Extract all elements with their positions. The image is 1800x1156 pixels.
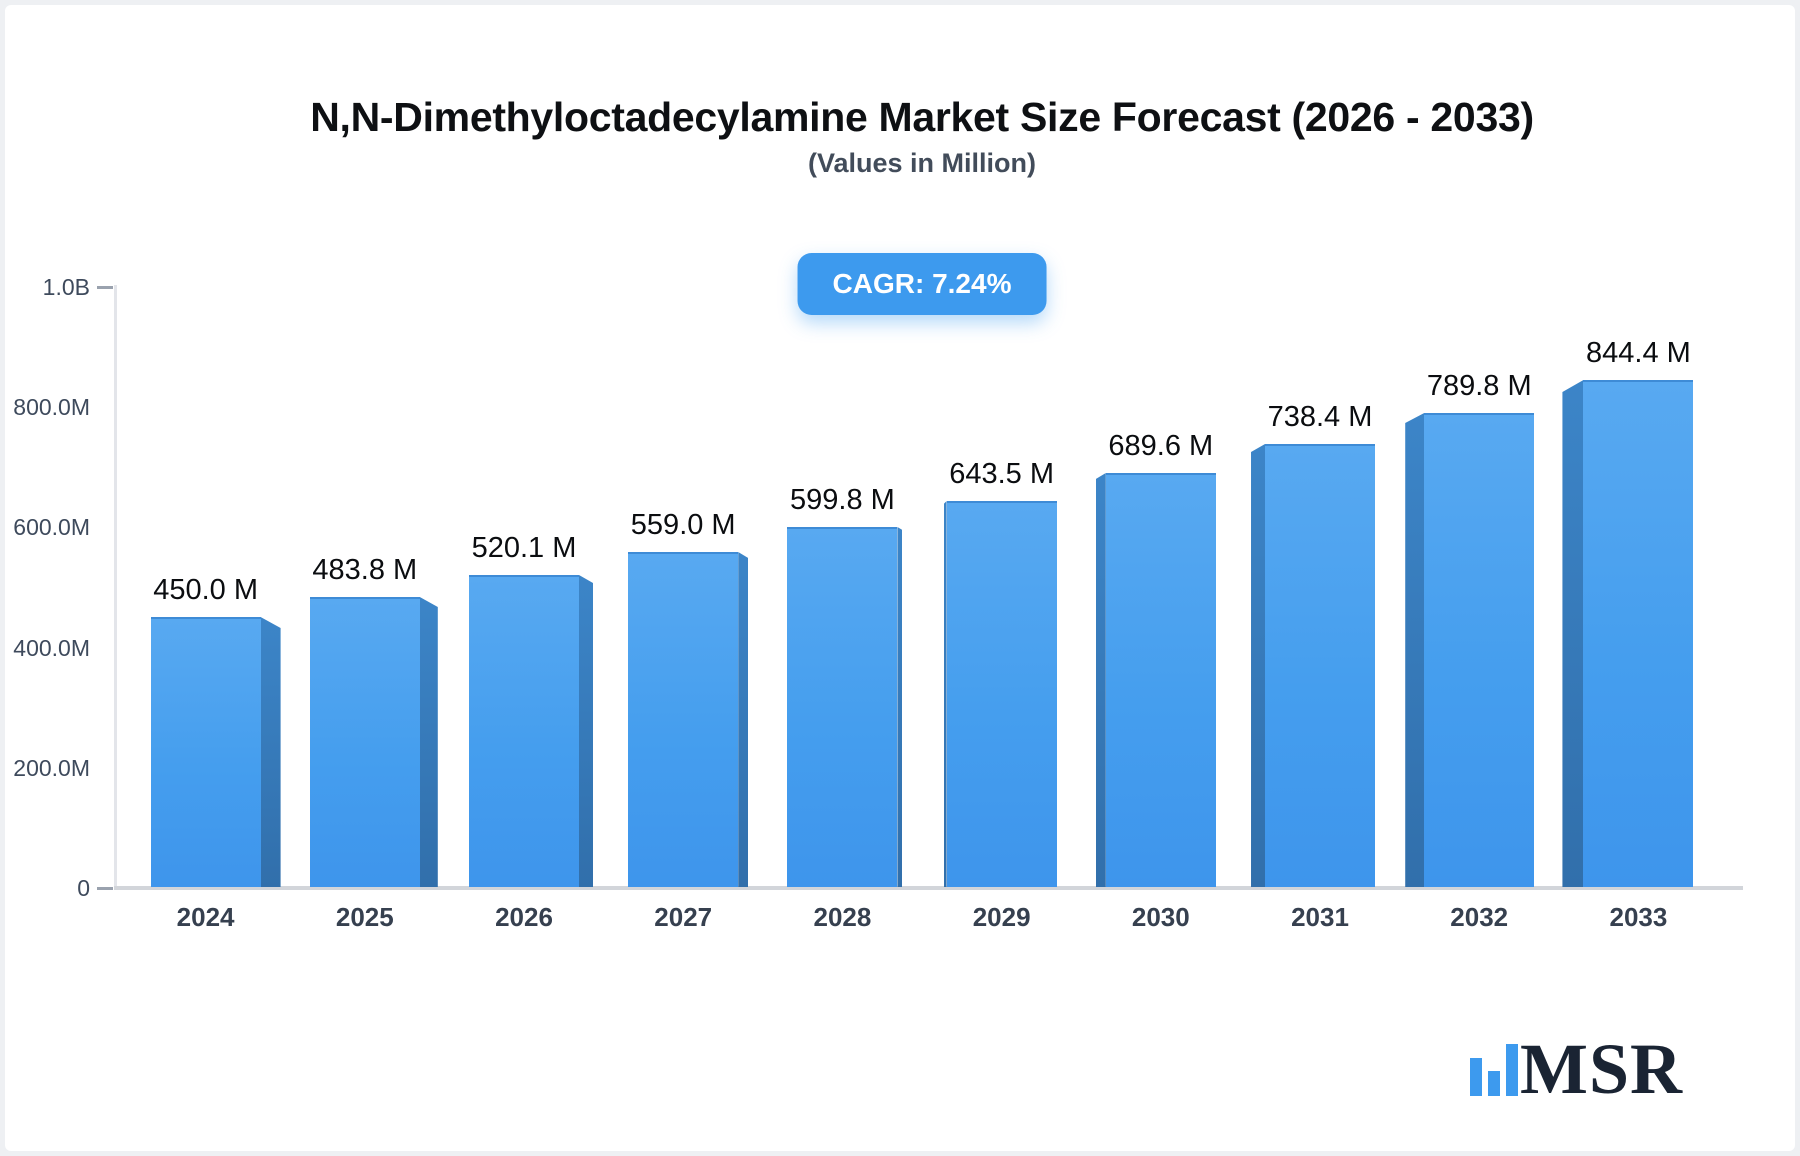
x-axis-label-2033: 2033 xyxy=(1609,902,1668,932)
bar-value-label: 789.8 M xyxy=(1426,370,1532,402)
chart-subtitle: (Values in Million) xyxy=(807,148,1037,178)
bar-value-label: 520.1 M xyxy=(471,532,577,564)
y-axis-label: 400.0M xyxy=(13,634,90,661)
bar-slot-2024: 450.0 M xyxy=(126,287,285,887)
y-axis-label: 0 xyxy=(77,875,90,901)
cagr-badge: CAGR: 7.24% xyxy=(797,253,1047,315)
y-axis-tick xyxy=(97,887,113,890)
bar-2024 xyxy=(150,617,281,887)
bar-value-label: 483.8 M xyxy=(312,554,418,586)
bar-slot-2028: 599.8 M xyxy=(763,287,922,887)
bar-2025 xyxy=(309,597,438,887)
x-axis-label-2028: 2028 xyxy=(813,902,872,932)
y-axis-label: 1.0B xyxy=(42,274,90,300)
y-axis-label: 200.0M xyxy=(13,754,90,781)
bar-slot-2029: 643.5 M xyxy=(922,287,1081,887)
x-axis-label-2030: 2030 xyxy=(1131,902,1190,932)
bar-3d-side xyxy=(1562,380,1584,887)
msr-logo-text: MSR xyxy=(1520,1029,1683,1109)
bar-2028 xyxy=(787,527,903,887)
bar-3d-side xyxy=(897,527,903,887)
x-axis-label-2026: 2026 xyxy=(495,902,553,932)
bar-3d-side xyxy=(1095,473,1106,887)
bar-value-label: 844.4 M xyxy=(1586,337,1691,369)
bar-slot-2033: 844.4 M xyxy=(1559,287,1718,887)
y-axis-line xyxy=(114,285,117,886)
bar-slot-2031: 738.4 M xyxy=(1240,287,1399,887)
bar-2033 xyxy=(1562,380,1694,887)
bars-row: 450.0 M 483.8 M 520.1 M 559.0 M 599.8 M 643.5… xyxy=(126,287,1718,887)
y-axis-tick xyxy=(97,286,113,289)
bar-value-label: 559.0 M xyxy=(630,509,736,541)
bar-2031 xyxy=(1251,444,1376,887)
x-axis-label-2025: 2025 xyxy=(335,902,394,932)
x-axis-label-2031: 2031 xyxy=(1291,902,1349,932)
bar-3d-side xyxy=(1405,413,1425,887)
y-axis-label: 800.0M xyxy=(13,394,90,421)
bar-3d-side xyxy=(1251,444,1266,887)
bar-slot-2027: 559.0 M xyxy=(604,287,763,887)
bar-3d-side xyxy=(260,617,281,887)
bar-slot-2030: 689.6 M xyxy=(1081,287,1240,887)
msr-logo-bars-icon xyxy=(1470,1044,1520,1096)
bar-value-label: 689.6 M xyxy=(1108,430,1214,462)
x-axis-label-2029: 2029 xyxy=(972,902,1031,932)
bar-3d-side xyxy=(943,501,947,887)
bar-slot-2032: 789.8 M xyxy=(1400,287,1559,887)
bar-3d-side xyxy=(579,575,593,887)
msr-logo: MSR xyxy=(1470,1029,1683,1109)
bar-slot-2026: 520.1 M xyxy=(444,287,603,887)
bar-3d-side xyxy=(419,597,438,887)
chart-title: N,N-Dimethyloctadecylamine Market Size F… xyxy=(310,94,1534,140)
bar-value-label: 643.5 M xyxy=(949,458,1055,490)
x-axis-labels: 2024 2025 2026 2027 2028 2029 2030 2031 2032 2033 xyxy=(126,902,1718,933)
bar-value-label: 738.4 M xyxy=(1267,401,1373,433)
bar-value-label: 599.8 M xyxy=(790,484,895,516)
bar-2029 xyxy=(943,501,1057,887)
x-axis-label-2024: 2024 xyxy=(176,902,235,932)
bar-2032 xyxy=(1405,413,1535,887)
bar-slot-2025: 483.8 M xyxy=(285,287,444,887)
x-axis-label-2027: 2027 xyxy=(654,902,713,932)
bar-2030 xyxy=(1095,473,1216,887)
bar-2026 xyxy=(469,575,593,887)
bar-2027 xyxy=(628,552,749,887)
x-axis-baseline xyxy=(114,886,1743,890)
bar-3d-side xyxy=(738,552,749,887)
bar-value-label: 450.0 M xyxy=(153,574,258,606)
y-axis-label: 600.0M xyxy=(13,514,90,541)
x-axis-label-2032: 2032 xyxy=(1450,902,1509,932)
